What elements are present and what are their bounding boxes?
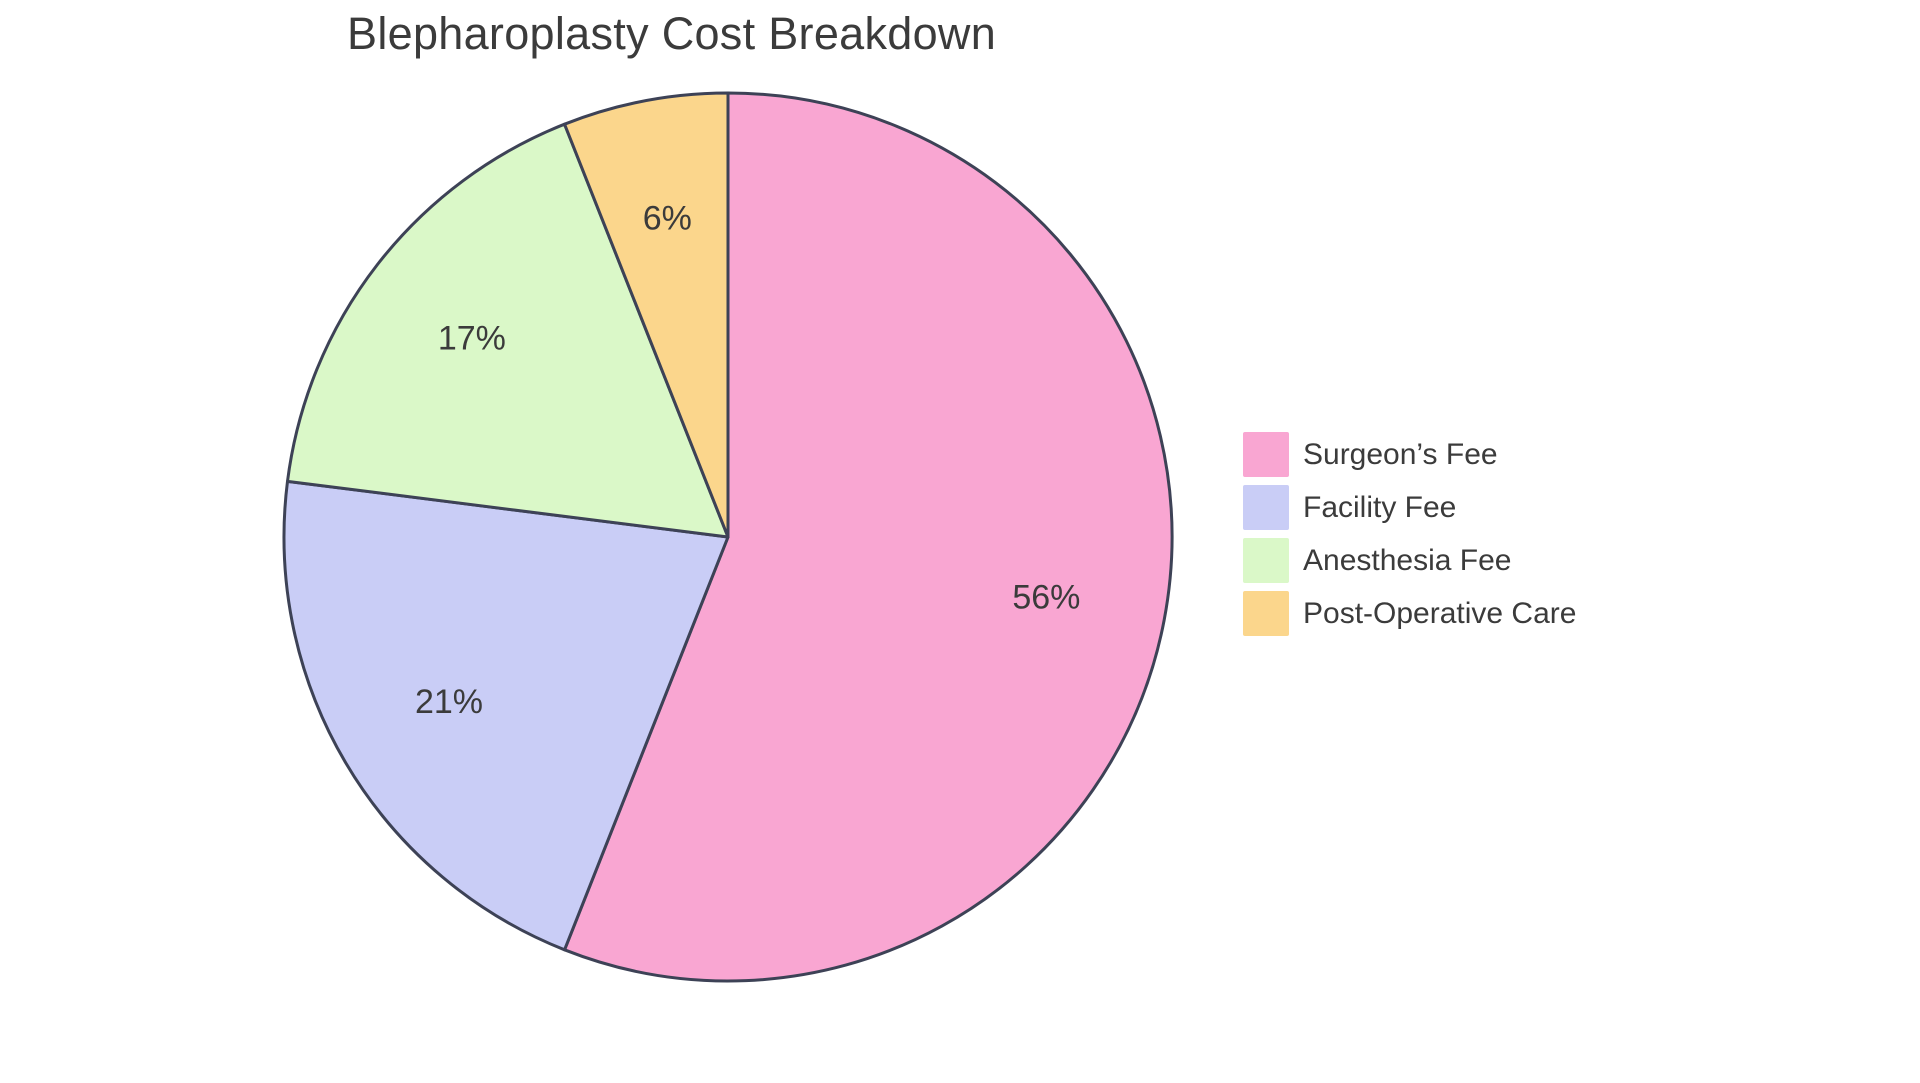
- pie-slice-surgeon-s-fee: [563, 91, 1174, 983]
- legend-label: Anesthesia Fee: [1303, 543, 1512, 577]
- legend-label: Surgeon’s Fee: [1303, 437, 1498, 471]
- pie-slice-facility-fee: [282, 479, 730, 952]
- pie-slice-percent-label: 17%: [438, 319, 506, 357]
- legend-item: Facility Fee: [1243, 485, 1576, 530]
- legend-label: Post-Operative Care: [1303, 596, 1577, 630]
- pie-slice-anesthesia-fee: [286, 122, 730, 539]
- pie-slice-percent-label: 6%: [643, 200, 692, 238]
- legend-swatch: [1243, 432, 1289, 477]
- legend-item: Surgeon’s Fee: [1243, 432, 1576, 477]
- legend-label: Facility Fee: [1303, 490, 1457, 524]
- pie-slice-percent-label: 56%: [1012, 579, 1080, 617]
- legend-item: Post-Operative Care: [1243, 591, 1576, 636]
- chart-legend: Surgeon’s Fee Facility Fee Anesthesia Fee P…: [1243, 432, 1576, 636]
- pie-slice-percent-label: 21%: [415, 683, 483, 721]
- legend-swatch: [1243, 538, 1289, 583]
- pie-chart: 56% 21% 17% 6%: [282, 91, 1174, 983]
- chart-title: Blepharoplasty Cost Breakdown: [347, 8, 997, 59]
- legend-swatch: [1243, 591, 1289, 636]
- legend-swatch: [1243, 485, 1289, 530]
- pie-slice-post-operative-care: [563, 91, 730, 539]
- legend-item: Anesthesia Fee: [1243, 538, 1576, 583]
